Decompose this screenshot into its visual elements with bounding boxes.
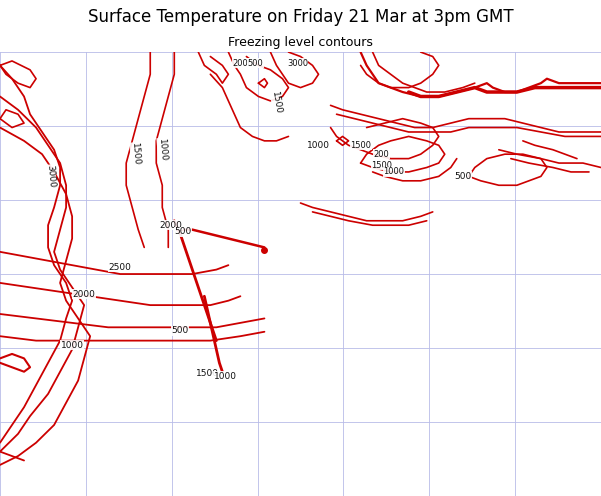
Text: 500: 500 xyxy=(172,326,189,335)
Text: 1500: 1500 xyxy=(270,91,283,115)
Text: 200: 200 xyxy=(374,150,389,159)
Text: 1000: 1000 xyxy=(157,138,168,162)
Text: 1500: 1500 xyxy=(130,142,141,166)
Text: Freezing level contours: Freezing level contours xyxy=(228,36,373,49)
Text: 1500: 1500 xyxy=(196,370,219,378)
Text: 2500: 2500 xyxy=(109,263,132,272)
Text: 500: 500 xyxy=(248,59,263,67)
Text: 1000: 1000 xyxy=(383,168,404,177)
Text: 3000: 3000 xyxy=(46,165,56,188)
Text: 1500: 1500 xyxy=(350,141,371,150)
Text: 1000: 1000 xyxy=(61,341,84,350)
Text: 1500: 1500 xyxy=(371,161,392,170)
Text: 1000: 1000 xyxy=(307,141,330,150)
Text: 3000: 3000 xyxy=(287,59,308,67)
Text: 500: 500 xyxy=(454,172,471,181)
Text: Surface Temperature on Friday 21 Mar at 3pm GMT: Surface Temperature on Friday 21 Mar at … xyxy=(88,7,513,26)
Text: 500: 500 xyxy=(175,227,192,237)
Text: 2000: 2000 xyxy=(73,290,96,299)
Text: 2000: 2000 xyxy=(160,221,183,230)
Text: 1000: 1000 xyxy=(214,372,237,380)
Text: 2000: 2000 xyxy=(233,59,253,67)
